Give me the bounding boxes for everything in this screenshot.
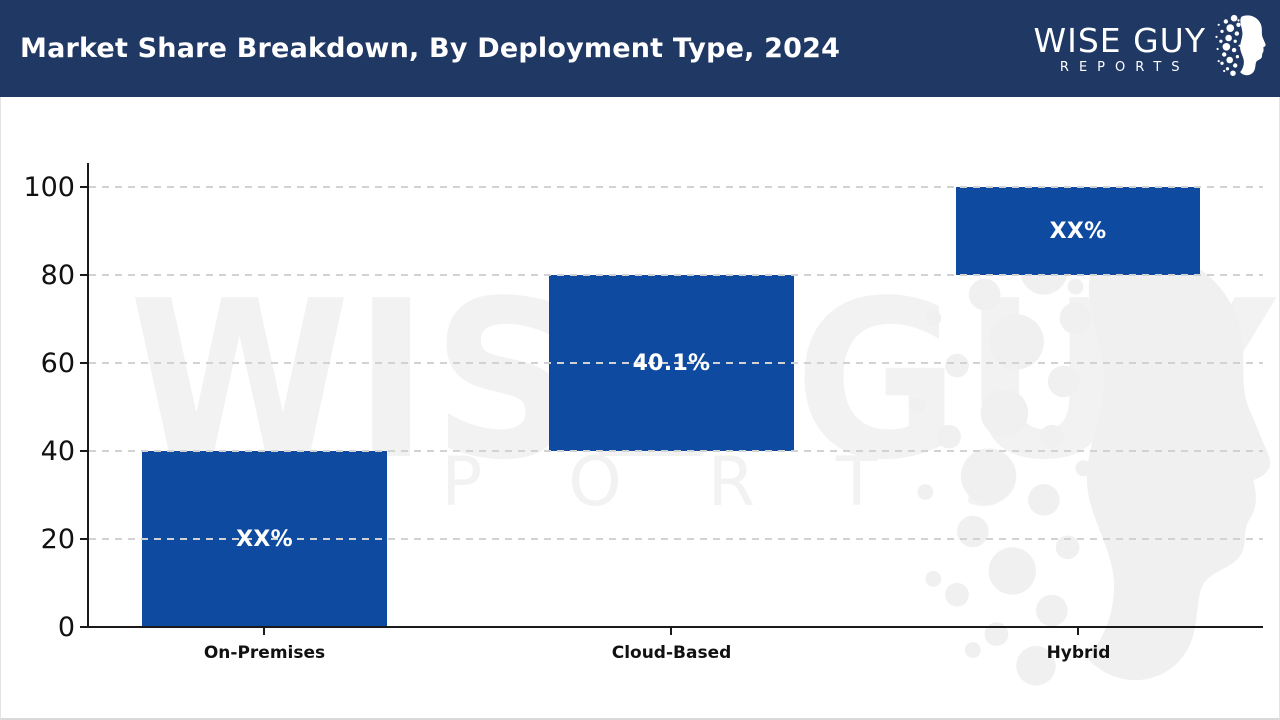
y-tick-label: 20 — [40, 524, 75, 555]
y-tick-mark — [80, 362, 87, 364]
bar-hybrid: XX% — [956, 187, 1200, 275]
y-tick-mark — [80, 538, 87, 540]
watermark-face — [799, 227, 1273, 718]
gridline-20 — [89, 538, 1263, 540]
bar-value-label: 40.1% — [632, 350, 711, 376]
wiseguy-face-icon — [1200, 12, 1266, 86]
logo-wordmark-line1: WISE GUY — [1033, 20, 1206, 60]
x-tick-mark — [263, 628, 265, 635]
logo-wordmark-line2: REPORTS — [1059, 59, 1190, 75]
gridline-100 — [89, 186, 1263, 188]
chart-title: Market Share Breakdown, By Deployment Ty… — [20, 33, 841, 64]
gridline-40 — [89, 450, 1263, 452]
bar-value-label: XX% — [1049, 218, 1107, 244]
y-tick-mark — [80, 626, 87, 628]
x-tick-label-hybrid: Hybrid — [1046, 643, 1111, 663]
y-tick-mark — [80, 450, 87, 452]
y-tick-mark — [80, 274, 87, 276]
gridline-60 — [89, 362, 1263, 364]
y-tick-label: 0 — [57, 612, 75, 643]
header-bar: Market Share Breakdown, By Deployment Ty… — [0, 0, 1280, 97]
x-tick-label-cloud-based: Cloud-Based — [611, 643, 732, 663]
plot-area: WISE GUY REPORTS XX% 40.1% XX% — [0, 97, 1280, 720]
y-axis-line — [87, 163, 89, 628]
wiseguy-logo: WISE GUY REPORTS — [1033, 12, 1266, 86]
y-tick-label: 80 — [40, 260, 75, 291]
y-tick-label: 60 — [40, 348, 75, 379]
x-axis-line — [87, 626, 1263, 628]
bar-value-label: XX% — [236, 526, 293, 552]
y-tick-mark — [80, 186, 87, 188]
logo-wordmark: WISE GUY REPORTS — [1033, 24, 1206, 74]
y-tick-label: 100 — [23, 172, 75, 203]
y-tick-label: 40 — [40, 436, 75, 467]
x-tick-mark — [1077, 628, 1079, 635]
gridline-80 — [89, 274, 1263, 276]
x-tick-mark — [670, 628, 672, 635]
x-tick-label-on-premises: On-Premises — [203, 643, 326, 663]
